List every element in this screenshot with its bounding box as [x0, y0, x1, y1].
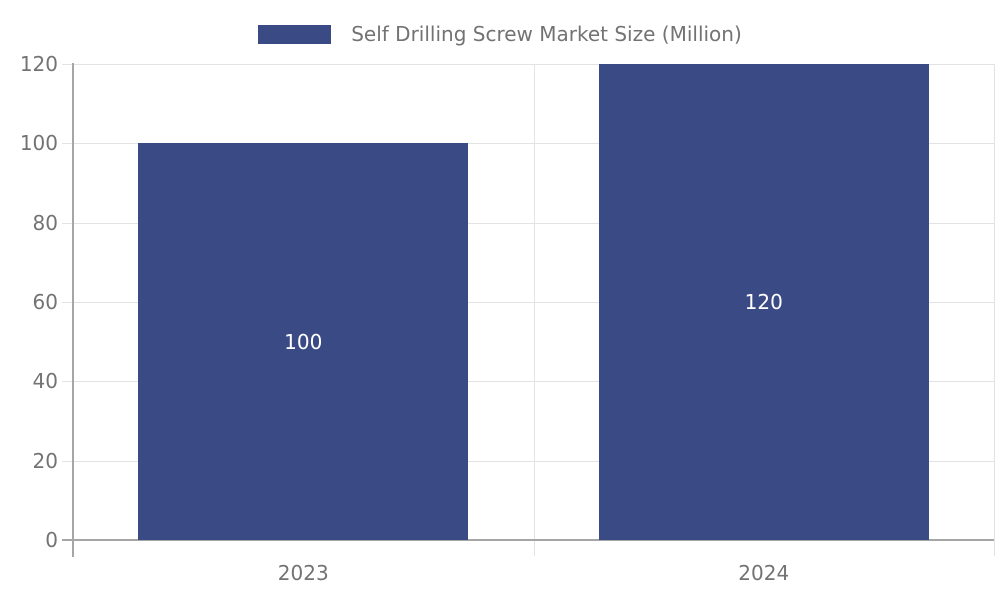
y-tick-label: 100 — [19, 131, 58, 156]
y-tick-label: 20 — [32, 448, 58, 473]
y-gridline — [62, 460, 994, 462]
x-tick-label: 2024 — [738, 561, 790, 585]
y-gridline — [62, 381, 994, 383]
y-tick-label: 40 — [32, 369, 58, 394]
x-gridline — [533, 64, 535, 540]
legend-label: Self Drilling Screw Market Size (Million… — [351, 22, 742, 46]
y-axis-line — [72, 63, 74, 557]
bar-value-label: 120 — [744, 290, 783, 314]
x-tick-mark — [533, 540, 535, 556]
y-gridline — [62, 143, 994, 145]
chart-legend: Self Drilling Screw Market Size (Million… — [0, 22, 1000, 46]
y-tick-label: 60 — [32, 290, 58, 314]
x-tick-label: 2023 — [277, 561, 329, 585]
bar — [138, 143, 469, 540]
y-tick-label: 80 — [32, 210, 58, 235]
x-gridline — [994, 64, 995, 540]
y-gridline — [62, 64, 994, 65]
x-tick-mark — [994, 540, 995, 556]
y-tick-label: 0 — [45, 528, 58, 552]
y-tick-label: 120 — [19, 52, 58, 76]
bar — [598, 64, 929, 540]
x-axis-line — [62, 539, 994, 541]
y-gridline — [62, 302, 994, 303]
bar-value-label: 100 — [284, 329, 323, 354]
y-gridline — [62, 222, 994, 224]
legend-swatch-icon — [258, 24, 332, 44]
